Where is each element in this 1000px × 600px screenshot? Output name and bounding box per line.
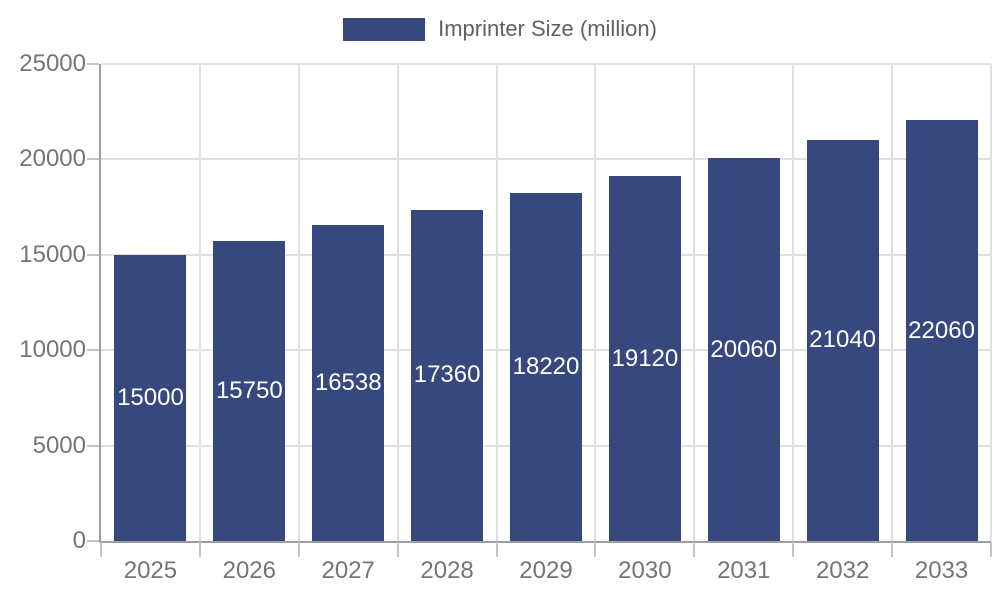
x-tick-label: 2029: [519, 557, 573, 584]
x-tick-label: 2033: [914, 557, 969, 584]
x-tick-label: 2032: [815, 557, 870, 584]
y-tick-label: 10000: [19, 336, 86, 364]
x-tick-label: 2025: [123, 557, 178, 584]
y-tick-mark: [87, 540, 99, 542]
x-tick-mark: [792, 542, 795, 557]
bar-2033[interactable]: 22060: [905, 120, 978, 541]
y-tick-label: 15000: [19, 240, 86, 268]
x-tick-mark: [594, 542, 597, 557]
legend[interactable]: Imprinter Size (million): [0, 16, 1000, 42]
y-grid-line: [101, 158, 991, 161]
x-tick-mark: [100, 542, 102, 557]
x-grid-line: [990, 64, 992, 541]
x-tick-label: 2026: [222, 557, 276, 584]
x-tick-mark: [693, 542, 696, 557]
x-grid-line: [891, 64, 894, 541]
legend-swatch: [343, 17, 426, 41]
bar-value-label: 19120: [611, 344, 679, 372]
x-axis-line: [99, 541, 991, 543]
bar-2031[interactable]: 20060: [707, 158, 780, 541]
bar-value-label: 18220: [512, 353, 580, 381]
bar-value-label: 21040: [809, 326, 877, 354]
bar-value-label: 20060: [710, 335, 778, 363]
y-tick-mark: [87, 444, 99, 447]
x-tick-mark: [891, 542, 894, 557]
bar-2025[interactable]: 15000: [114, 254, 187, 541]
y-tick-mark: [87, 349, 99, 352]
x-grid-line: [594, 64, 597, 541]
y-tick-label: 5000: [32, 431, 86, 459]
y-tick-mark: [87, 63, 99, 65]
x-tick-mark: [495, 542, 498, 557]
x-tick-mark: [198, 542, 201, 557]
bar-2028[interactable]: 17360: [411, 209, 484, 541]
x-grid-line: [495, 64, 498, 541]
y-tick-label: 20000: [19, 145, 86, 173]
x-grid-line: [693, 64, 696, 541]
bar-value-label: 22060: [908, 316, 975, 344]
x-grid-line: [198, 64, 201, 541]
x-grid-line: [792, 64, 795, 541]
x-tick-mark: [396, 542, 399, 557]
y-axis-line: [99, 64, 101, 541]
x-tick-label: 2028: [420, 557, 474, 584]
bar-2032[interactable]: 21040: [806, 139, 879, 541]
x-tick-mark: [297, 542, 300, 557]
bar-value-label: 17360: [413, 361, 481, 389]
x-grid-line: [297, 64, 300, 541]
y-tick-mark: [87, 253, 99, 256]
legend-label: Imprinter Size (million): [438, 16, 657, 41]
x-tick-label: 2030: [618, 557, 672, 584]
plot-area: 15000 15750 16538 17360 18220 19120 20060 21040…: [101, 63, 992, 541]
y-grid-line: [101, 63, 991, 65]
x-tick-label: 2027: [321, 557, 375, 584]
bar-value-label: 16538: [314, 369, 382, 397]
bar-value-label: 15000: [117, 383, 184, 411]
y-tick-label: 0: [72, 527, 86, 554]
x-tick-mark: [990, 542, 992, 557]
y-tick-mark: [87, 158, 99, 161]
bar-2026[interactable]: 15750: [213, 240, 286, 541]
x-tick-label: 2031: [717, 557, 771, 584]
bar-2030[interactable]: 19120: [608, 176, 681, 541]
bar-2027[interactable]: 16538: [312, 225, 385, 541]
x-grid-line: [396, 64, 399, 541]
y-tick-label: 25000: [19, 50, 86, 77]
bar-2029[interactable]: 18220: [510, 193, 582, 541]
bar-value-label: 15750: [215, 376, 283, 404]
